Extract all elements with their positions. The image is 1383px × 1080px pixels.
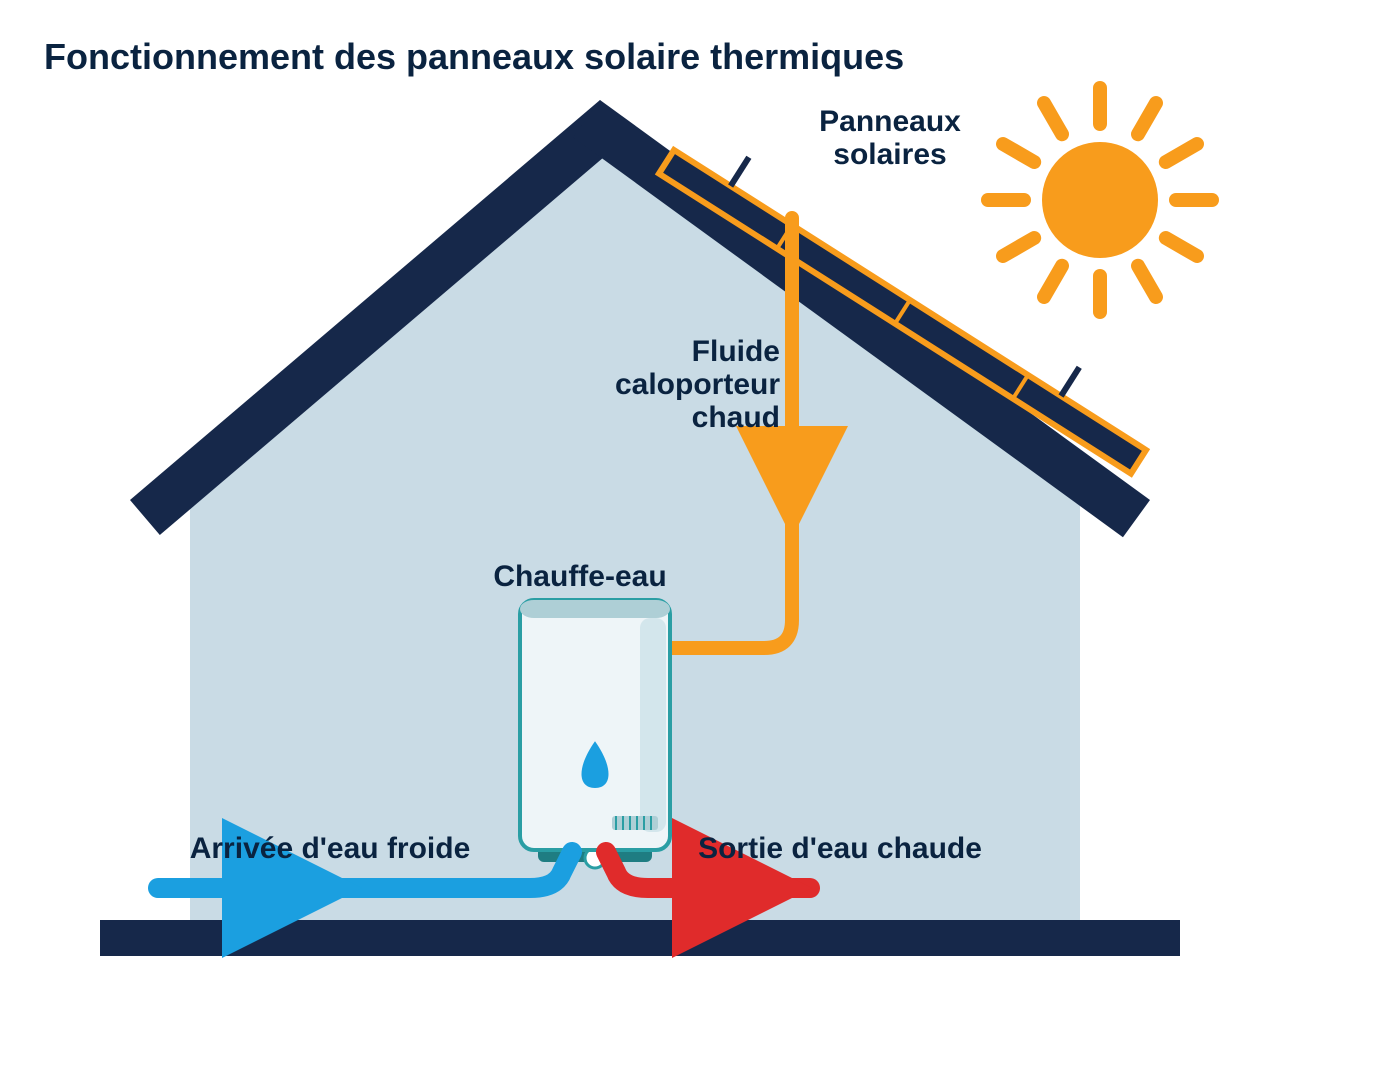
diagram-canvas: Fonctionnement des panneaux solaire ther… xyxy=(0,0,1383,1080)
label-hot-water: Sortie d'eau chaude xyxy=(660,832,1020,865)
water-heater-icon xyxy=(520,600,670,868)
label-solar-panel: Panneauxsolaires xyxy=(760,105,1020,171)
ground-bar xyxy=(100,920,1180,956)
label-heater: Chauffe-eau xyxy=(430,560,730,593)
diagram-title: Fonctionnement des panneaux solaire ther… xyxy=(44,36,904,78)
label-fluid: Fluidecaloporteurchaud xyxy=(560,335,780,434)
label-cold-water: Arrivée d'eau froide xyxy=(150,832,510,865)
diagram-svg xyxy=(0,0,1383,1080)
sun-icon xyxy=(988,88,1212,312)
